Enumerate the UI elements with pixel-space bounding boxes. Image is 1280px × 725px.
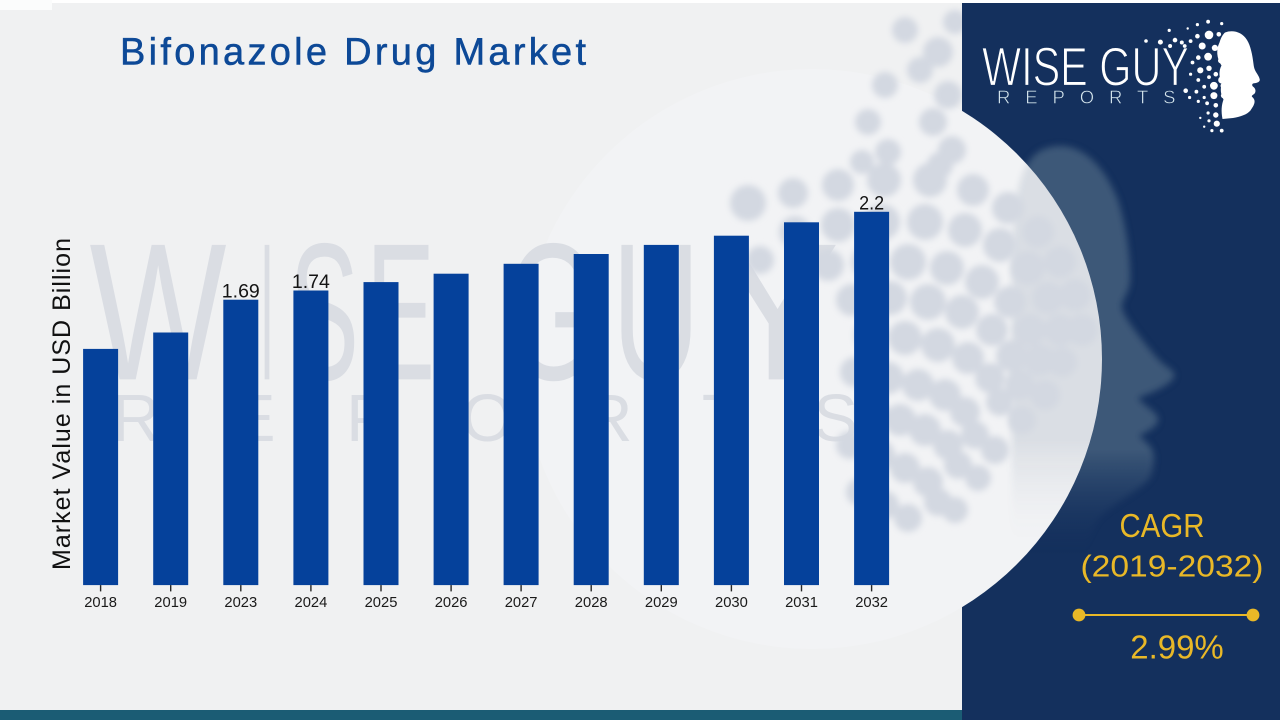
svg-text:CAGR: CAGR: [1120, 507, 1205, 544]
svg-text:2026: 2026: [435, 594, 468, 611]
svg-text:1.69: 1.69: [222, 281, 260, 302]
svg-text:2.99%: 2.99%: [1130, 629, 1224, 666]
svg-text:REPORTS: REPORTS: [997, 87, 1188, 108]
svg-text:2.2: 2.2: [859, 194, 884, 215]
svg-text:2018: 2018: [84, 594, 117, 611]
svg-text:(2019-2032): (2019-2032): [1081, 549, 1264, 584]
svg-text:2023: 2023: [224, 594, 257, 611]
svg-text:Bifonazole Drug Market: Bifonazole Drug Market: [120, 32, 586, 74]
svg-text:2029: 2029: [645, 594, 678, 611]
svg-text:2028: 2028: [575, 594, 608, 611]
svg-text:2030: 2030: [715, 594, 748, 611]
svg-text:2031: 2031: [785, 594, 818, 611]
svg-text:2025: 2025: [365, 594, 398, 611]
svg-text:Market Value in USD Billion: Market Value in USD Billion: [48, 238, 76, 570]
svg-text:1.74: 1.74: [292, 272, 330, 293]
svg-text:I: I: [260, 203, 274, 421]
svg-text:WISE GUY: WISE GUY: [982, 37, 1189, 98]
svg-text:2019: 2019: [154, 594, 187, 611]
svg-text:2032: 2032: [855, 594, 888, 611]
svg-text:2027: 2027: [505, 594, 538, 611]
svg-text:2024: 2024: [295, 594, 328, 611]
